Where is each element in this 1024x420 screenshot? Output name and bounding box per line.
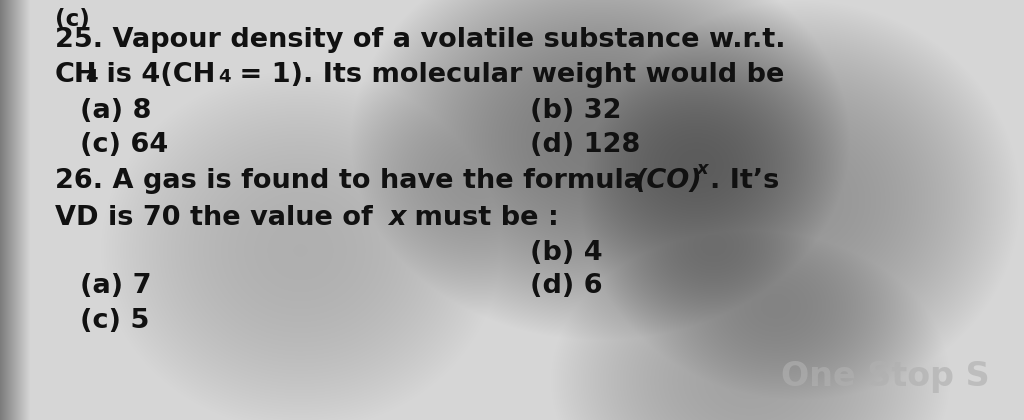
Text: (b) 32: (b) 32 <box>530 98 622 124</box>
Text: (CO): (CO) <box>635 168 702 194</box>
Text: (d) 6: (d) 6 <box>530 273 603 299</box>
Text: 4: 4 <box>218 68 230 86</box>
Text: 25. Vapour density of a volatile substance w.r.t.: 25. Vapour density of a volatile substan… <box>55 27 785 53</box>
Text: (c): (c) <box>55 8 90 31</box>
Text: 26. A gas is found to have the formula: 26. A gas is found to have the formula <box>55 168 651 194</box>
Text: VD is 70 the value of: VD is 70 the value of <box>55 205 382 231</box>
Text: = 1). Its molecular weight would be: = 1). Its molecular weight would be <box>230 62 784 88</box>
Text: 4: 4 <box>85 68 97 86</box>
Text: x: x <box>388 205 406 231</box>
Text: (d) 128: (d) 128 <box>530 132 640 158</box>
Text: (a) 7: (a) 7 <box>80 273 152 299</box>
Text: (c) 64: (c) 64 <box>80 132 168 158</box>
Text: (c) 5: (c) 5 <box>80 308 150 334</box>
Text: is 4(CH: is 4(CH <box>97 62 215 88</box>
Text: . It’s: . It’s <box>710 168 779 194</box>
Text: One Stop S: One Stop S <box>781 360 990 393</box>
Text: x: x <box>697 160 709 178</box>
Text: (b) 4: (b) 4 <box>530 240 603 266</box>
Text: (a) 8: (a) 8 <box>80 98 152 124</box>
Text: CH: CH <box>55 62 97 88</box>
Text: must be :: must be : <box>406 205 559 231</box>
